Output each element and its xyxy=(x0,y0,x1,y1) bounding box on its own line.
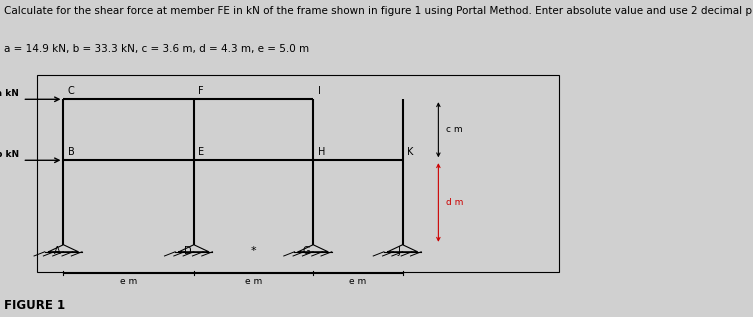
Text: b kN: b kN xyxy=(0,150,19,159)
Text: C: C xyxy=(68,87,75,96)
Text: Calculate for the shear force at member FE in kN of the frame shown in figure 1 : Calculate for the shear force at member … xyxy=(4,6,753,16)
Text: e m: e m xyxy=(245,277,262,286)
Text: D: D xyxy=(184,246,191,256)
Text: J: J xyxy=(397,246,400,256)
Text: F: F xyxy=(198,87,204,96)
Text: e m: e m xyxy=(120,277,137,286)
Text: G: G xyxy=(303,246,310,256)
Text: H: H xyxy=(318,147,325,158)
Text: a = 14.9 kN, b = 33.3 kN, c = 3.6 m, d = 4.3 m, e = 5.0 m: a = 14.9 kN, b = 33.3 kN, c = 3.6 m, d =… xyxy=(4,44,309,55)
Bar xyxy=(38,75,559,272)
Text: *: * xyxy=(251,246,256,256)
Text: e m: e m xyxy=(349,277,367,286)
Text: A: A xyxy=(54,246,61,256)
Text: d m: d m xyxy=(446,198,463,207)
Text: K: K xyxy=(407,147,413,158)
Text: I: I xyxy=(318,87,321,96)
Text: B: B xyxy=(68,147,75,158)
Text: FIGURE 1: FIGURE 1 xyxy=(4,299,65,312)
Text: E: E xyxy=(198,147,205,158)
Text: c m: c m xyxy=(446,125,462,134)
Text: a kN: a kN xyxy=(0,89,19,98)
